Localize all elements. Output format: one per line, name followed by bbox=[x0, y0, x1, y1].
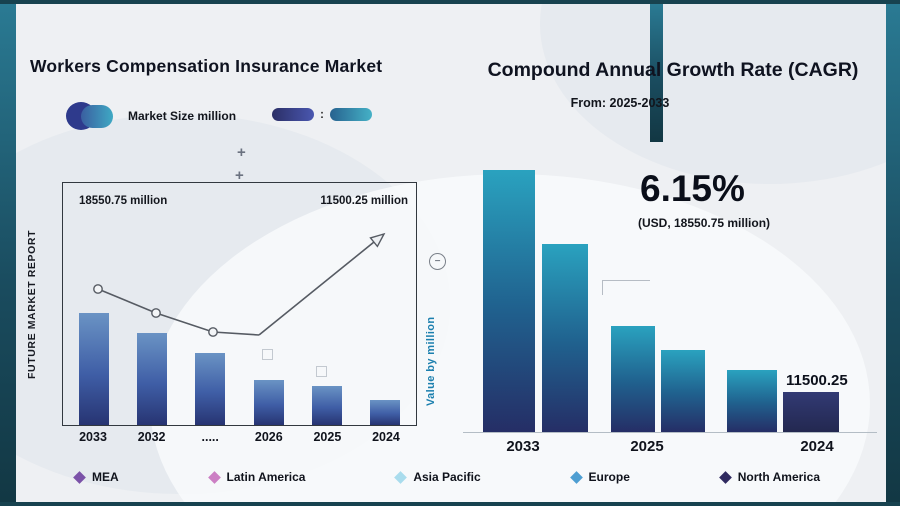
trend-arrow bbox=[93, 232, 386, 337]
circle-minus-icon: − bbox=[429, 253, 446, 270]
x-axis-label: 2025 bbox=[630, 438, 664, 455]
pill-icon-dark bbox=[272, 107, 314, 121]
bar-group-2025 bbox=[611, 326, 705, 432]
diamond-icon bbox=[394, 470, 408, 484]
max-value-label: 18550.75 million bbox=[79, 195, 168, 207]
x-axis-label: ..... bbox=[201, 430, 219, 444]
legend-label: Europe bbox=[588, 470, 630, 484]
market-chart-x-axis: 2033 2032 ..... 2026 2025 2024 bbox=[62, 430, 417, 444]
bracket-decor bbox=[602, 280, 650, 295]
diamond-icon bbox=[718, 470, 732, 484]
left-edge-bar bbox=[0, 4, 16, 502]
bar-2033 bbox=[79, 313, 109, 425]
market-size-legend-label: Market Size million bbox=[128, 109, 237, 123]
legend-item-europe: Europe bbox=[569, 470, 630, 484]
value-axis-label: Value by million bbox=[425, 316, 437, 406]
legend-label: Asia Pacific bbox=[413, 470, 481, 484]
cagr-chart bbox=[455, 154, 895, 433]
cylinder-icon bbox=[66, 101, 116, 131]
market-title: Workers Compensation Insurance Market bbox=[30, 56, 383, 76]
right-edge-bar bbox=[886, 4, 900, 502]
value-callout: 11500.25 bbox=[786, 372, 848, 389]
market-size-legend: Market Size million bbox=[66, 101, 236, 131]
x-axis-label: 2025 bbox=[313, 430, 342, 444]
bar-2025 bbox=[311, 386, 342, 425]
legend-item-north-america: North America bbox=[718, 470, 820, 484]
bar-group-2024 bbox=[727, 370, 839, 432]
cagr-value: 6.15% bbox=[640, 168, 745, 209]
bar-mid bbox=[195, 353, 226, 425]
bar-2024 bbox=[369, 400, 400, 425]
square-decor bbox=[316, 366, 327, 377]
legend-label: Latin America bbox=[226, 470, 306, 484]
diamond-icon bbox=[73, 470, 86, 484]
legend-label: MEA bbox=[92, 470, 119, 484]
bar bbox=[727, 370, 777, 432]
cagr-detail: (USD, 18550.75 million) bbox=[638, 216, 771, 230]
x-axis-label: 2024 bbox=[800, 438, 834, 455]
cagr-title: Compound Annual Growth Rate (CAGR) bbox=[487, 59, 859, 81]
x-axis-label: 2033 bbox=[506, 438, 540, 455]
legend-item-latin-america: Latin America bbox=[207, 470, 306, 484]
plus-decor-icon: + bbox=[235, 167, 244, 184]
x-axis-label: 2033 bbox=[79, 430, 107, 444]
bar bbox=[783, 392, 839, 432]
square-decor bbox=[262, 349, 273, 360]
legend-item-mea: MEA bbox=[73, 470, 119, 484]
x-axis-label: 2024 bbox=[372, 430, 400, 444]
bar-group-2033 bbox=[483, 170, 588, 432]
region-legend: MEA Latin America Asia Pacific Europe No… bbox=[73, 470, 820, 484]
ratio-separator: : bbox=[320, 107, 324, 121]
legend-label: North America bbox=[737, 470, 820, 484]
legend-item-asia-pacific: Asia Pacific bbox=[394, 470, 481, 484]
bar-2026 bbox=[253, 380, 284, 425]
bar-2032 bbox=[137, 333, 168, 425]
cagr-subtitle: From: 2025-2033 bbox=[570, 96, 670, 110]
min-value-label: 11500.25 million bbox=[320, 195, 408, 207]
bar bbox=[483, 170, 535, 432]
x-axis-label: 2032 bbox=[137, 430, 166, 444]
x-axis-label: 2026 bbox=[254, 430, 283, 444]
x-axis-line bbox=[463, 431, 877, 433]
top-middle-bar bbox=[650, 4, 663, 142]
ratio-pills: : bbox=[272, 107, 372, 121]
plus-decor-icon: + bbox=[237, 144, 246, 161]
market-size-chart: 18550.75 million 11500.25 million bbox=[62, 182, 417, 426]
bar bbox=[661, 350, 705, 432]
market-size-bars bbox=[63, 313, 416, 425]
bar bbox=[542, 244, 588, 432]
future-market-report-label: FUTURE MARKET REPORT bbox=[26, 229, 38, 379]
bar bbox=[611, 326, 655, 432]
diamond-icon bbox=[207, 470, 221, 484]
pill-icon-teal bbox=[330, 107, 372, 121]
diamond-icon bbox=[569, 470, 583, 484]
